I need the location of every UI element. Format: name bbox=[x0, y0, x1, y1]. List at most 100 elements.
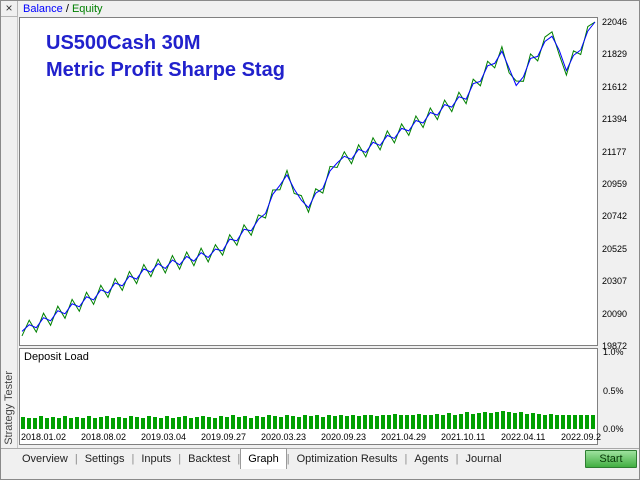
chart-legend: Balance / Equity bbox=[23, 3, 103, 15]
deposit-load-bar bbox=[63, 416, 67, 429]
deposit-load-bar bbox=[93, 418, 97, 429]
deposit-load-bar bbox=[333, 416, 337, 429]
deposit-load-bar bbox=[495, 412, 499, 429]
deposit-load-bar bbox=[411, 415, 415, 429]
tab-journal[interactable]: Journal bbox=[465, 453, 502, 465]
deposit-load-bar bbox=[45, 418, 49, 429]
deposit-load-bar bbox=[339, 415, 343, 429]
legend-balance-label: Balance bbox=[23, 3, 63, 15]
deposit-load-bar bbox=[225, 417, 229, 429]
deposit-load-bar bbox=[75, 417, 79, 429]
deposit-load-bar bbox=[453, 415, 457, 429]
deposit-load-bar bbox=[483, 412, 487, 429]
x-axis-label: 2021.10.11 bbox=[441, 432, 486, 442]
tab-separator: | bbox=[178, 453, 182, 465]
deposit-load-bar bbox=[57, 418, 61, 429]
deposit-load-bar bbox=[291, 416, 295, 429]
y-axis-label: 20307 bbox=[602, 276, 628, 287]
legend-equity-label: Equity bbox=[71, 3, 103, 15]
panel-title: Strategy Tester bbox=[3, 371, 15, 445]
deposit-load-bar bbox=[213, 418, 217, 429]
tab-bar: Overview | Settings | Inputs | Backtest | Graph |… bbox=[1, 448, 639, 469]
deposit-load-bar bbox=[147, 416, 151, 429]
deposit-load-bar bbox=[417, 414, 421, 429]
chart-title-line2: Metric Profit Sharpe Stag bbox=[46, 59, 285, 81]
deposit-load-bar bbox=[489, 413, 493, 429]
deposit-load-bar bbox=[423, 415, 427, 429]
tab-backtest[interactable]: Backtest bbox=[188, 453, 231, 465]
tab-optimization-results[interactable]: Optimization Results bbox=[296, 453, 398, 465]
deposit-load-bar bbox=[171, 418, 175, 429]
deposit-load-bar bbox=[153, 417, 157, 429]
deposit-load-bar bbox=[267, 415, 271, 429]
deposit-load-bar bbox=[177, 417, 181, 429]
tab-overview[interactable]: Overview bbox=[22, 453, 68, 465]
deposit-load-bar bbox=[447, 413, 451, 429]
deposit-load-bar bbox=[141, 418, 145, 429]
tab-separator: | bbox=[131, 453, 135, 465]
deposit-load-bar bbox=[165, 416, 169, 429]
deposit-load-bar bbox=[129, 416, 133, 429]
deposit-load-bar bbox=[315, 415, 319, 429]
deposit-load-bar bbox=[189, 418, 193, 429]
deposit-load-bar bbox=[531, 413, 535, 429]
deposit-load-bar bbox=[369, 415, 373, 429]
deposit-load-bar bbox=[51, 417, 55, 429]
deposit-load-bar bbox=[117, 417, 121, 429]
x-axis-label: 2022.04.11 bbox=[501, 432, 546, 442]
deposit-load-bar bbox=[585, 415, 589, 429]
y-axis-label: 20525 bbox=[602, 243, 628, 254]
deposit-load-bar bbox=[363, 415, 367, 429]
deposit-load-bar bbox=[573, 415, 577, 429]
tab-agents[interactable]: Agents bbox=[414, 453, 449, 465]
x-axis-label: 2022.09.2 bbox=[561, 432, 602, 442]
tab-inputs[interactable]: Inputs bbox=[141, 453, 172, 465]
x-axis-label: 2018.08.02 bbox=[81, 432, 127, 442]
deposit-load-bar bbox=[87, 416, 91, 429]
deposit-load-bar bbox=[279, 417, 283, 429]
close-icon[interactable]: × bbox=[1, 1, 18, 17]
tab-separator: | bbox=[286, 453, 290, 465]
deposit-load-bar bbox=[519, 412, 523, 429]
x-axis-label: 2018.01.02 bbox=[21, 432, 67, 442]
deposit-load-bar bbox=[303, 415, 307, 429]
deposit-load-bar bbox=[525, 414, 529, 429]
deposit-load-panel[interactable]: Deposit Load bbox=[19, 348, 598, 445]
deposit-load-bar bbox=[135, 417, 139, 429]
deposit-load-bar bbox=[351, 415, 355, 429]
y-axis-label: 21612 bbox=[602, 81, 628, 92]
deposit-pct-label: 1.0% bbox=[603, 347, 624, 357]
chart-title: US500Cash 30M Metric Profit Sharpe Stag bbox=[46, 30, 285, 84]
deposit-load-bar bbox=[549, 414, 553, 429]
deposit-load-bar bbox=[555, 415, 559, 429]
tab-settings[interactable]: Settings bbox=[84, 453, 125, 465]
deposit-load-bar bbox=[27, 418, 31, 429]
deposit-load-bar bbox=[429, 415, 433, 429]
deposit-load-bar bbox=[327, 415, 331, 429]
x-axis-label: 2021.04.29 bbox=[381, 432, 427, 442]
deposit-load-bar bbox=[255, 416, 259, 429]
deposit-load-bar bbox=[471, 414, 475, 429]
deposit-load-label: Deposit Load bbox=[24, 351, 89, 363]
panel-side-strip[interactable]: Strategy Tester bbox=[1, 17, 18, 448]
deposit-load-bar bbox=[297, 417, 301, 429]
tab-separator: | bbox=[74, 453, 78, 465]
deposit-load-bar bbox=[405, 415, 409, 429]
tab-graph[interactable]: Graph bbox=[240, 448, 287, 469]
deposit-load-bar bbox=[321, 417, 325, 429]
start-button[interactable]: Start bbox=[585, 450, 637, 468]
deposit-load-bar bbox=[261, 417, 265, 429]
x-axis-label: 2019.03.04 bbox=[141, 432, 187, 442]
x-axis-label: 2020.09.23 bbox=[321, 432, 367, 442]
deposit-load-bar bbox=[105, 416, 109, 429]
deposit-load-bar bbox=[345, 416, 349, 429]
deposit-load-bar bbox=[375, 416, 379, 429]
legend-separator: / bbox=[62, 3, 72, 15]
deposit-load-bar bbox=[273, 416, 277, 429]
balance-equity-chart[interactable]: US500Cash 30M Metric Profit Sharpe Stag bbox=[19, 17, 598, 346]
deposit-load-bar bbox=[357, 416, 361, 429]
tabs-container: Overview | Settings | Inputs | Backtest | Graph |… bbox=[15, 448, 509, 469]
y-axis-label: 21829 bbox=[602, 49, 628, 60]
deposit-load-bar bbox=[69, 418, 73, 429]
